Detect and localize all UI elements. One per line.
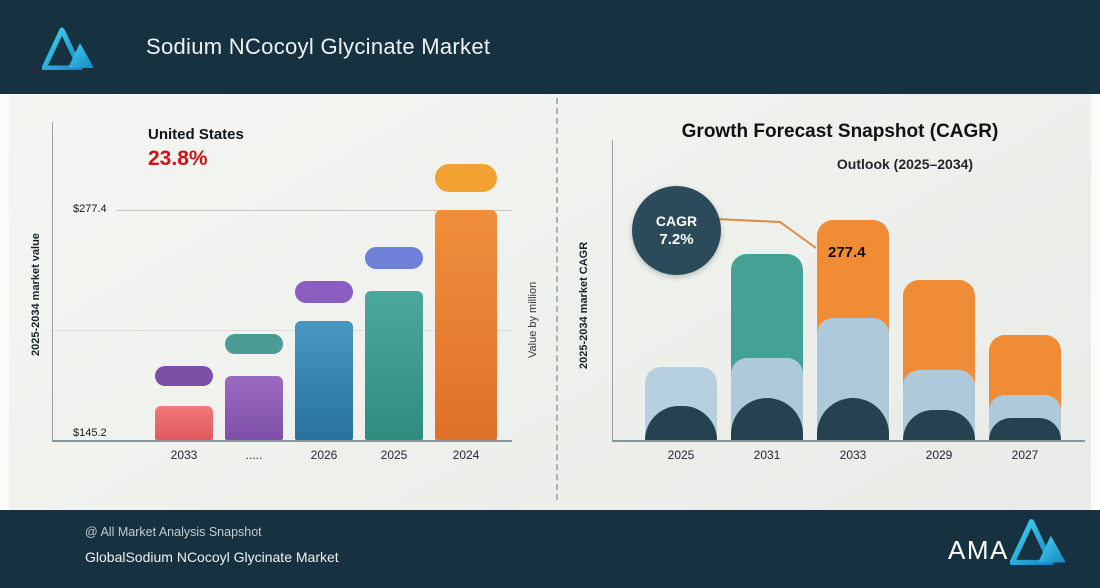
x-tick-label: ..... bbox=[245, 448, 263, 462]
footer-source: GlobalSodium NCocoyl Glycinate Market bbox=[85, 549, 339, 565]
left-chart-labels: 2033..... 2026 2025 2024 bbox=[155, 448, 497, 462]
region-label: United States bbox=[148, 126, 244, 143]
right-chart-title: Growth Forecast Snapshot (CAGR) bbox=[681, 121, 999, 142]
content-edge-right bbox=[1091, 94, 1100, 510]
x-tick-label: 2025 bbox=[667, 448, 695, 462]
footer: @ All Market Analysis Snapshot GlobalSod… bbox=[0, 510, 1100, 588]
bar-body bbox=[225, 376, 283, 440]
left-y-axis bbox=[52, 122, 53, 440]
right-chart-bars bbox=[645, 140, 1061, 440]
bar-column-2027 bbox=[989, 335, 1061, 440]
bar-column-2024 bbox=[435, 164, 497, 440]
footer-ama-logo-icon bbox=[1010, 515, 1068, 565]
bar-base-dome bbox=[989, 418, 1061, 440]
x-tick-label: 2025 bbox=[380, 448, 408, 462]
left-y-axis-label: 2025-2034 market value bbox=[30, 233, 42, 357]
bar-body bbox=[155, 406, 213, 440]
footer-brand-text: AMA bbox=[948, 535, 1009, 565]
cagr-badge-value: 7.2% bbox=[659, 231, 694, 248]
cagr-badge-label: CAGR bbox=[655, 213, 698, 229]
bar-column-2033 bbox=[817, 220, 889, 440]
x-tick-label: 2029 bbox=[925, 448, 953, 462]
bar-body bbox=[295, 321, 353, 440]
right-y-axis-label: 2025-2034 market CAGR bbox=[578, 241, 590, 369]
panel-divider bbox=[556, 98, 558, 500]
left-chart-bars bbox=[155, 140, 505, 440]
bar-cap bbox=[435, 164, 497, 192]
peak-value-annotation: 277.4 bbox=[828, 244, 866, 261]
page-title: Sodium NCocoyl Glycinate Market bbox=[146, 34, 491, 59]
x-tick-label: 2033 bbox=[839, 448, 867, 462]
x-tick-label: 2031 bbox=[753, 448, 781, 462]
x-tick-label: 2027 bbox=[1011, 448, 1039, 462]
bar-column-2025 bbox=[365, 247, 423, 440]
gridline-top bbox=[116, 210, 512, 211]
bar-body bbox=[365, 291, 423, 440]
bar-column-2033 bbox=[155, 366, 213, 440]
bar-column-2031 bbox=[731, 254, 803, 440]
bar-body bbox=[435, 210, 497, 440]
bar-cap bbox=[225, 334, 283, 354]
content-edge-left bbox=[0, 94, 9, 510]
ama-logo-icon bbox=[42, 24, 96, 70]
bar-cap bbox=[295, 281, 353, 303]
footer-tagline: @ All Market Analysis Snapshot bbox=[85, 525, 262, 539]
bar-base-dome bbox=[903, 410, 975, 440]
header: Sodium NCocoyl Glycinate Market bbox=[0, 0, 1100, 94]
bar-column-..... bbox=[225, 334, 283, 440]
right-x-axis bbox=[612, 440, 1085, 442]
x-tick-label: 2033 bbox=[170, 448, 198, 462]
bar-cap bbox=[155, 366, 213, 386]
y-tick-top: $277.4 bbox=[73, 203, 107, 215]
bar-cap bbox=[365, 247, 423, 269]
bar-column-2029 bbox=[903, 280, 975, 440]
right-chart-labels: 2025 2031 2033 2029 2027 bbox=[645, 448, 1061, 462]
cagr-badge: CAGR 7.2% bbox=[632, 186, 721, 275]
right-y-axis bbox=[612, 140, 613, 440]
left-x-axis bbox=[52, 440, 512, 442]
x-tick-label: 2024 bbox=[452, 448, 480, 462]
right-chart-subtitle: Outlook (2025–2034) bbox=[836, 156, 974, 172]
bar-column-2026 bbox=[295, 281, 353, 440]
bar-column-2025 bbox=[645, 367, 717, 440]
gridline-mid bbox=[53, 330, 512, 331]
y-tick-bottom: $145.2 bbox=[73, 427, 107, 439]
growth-percent: 23.8% bbox=[148, 147, 208, 170]
value-by-million-label: Value by million bbox=[527, 281, 539, 359]
x-tick-label: 2026 bbox=[310, 448, 338, 462]
